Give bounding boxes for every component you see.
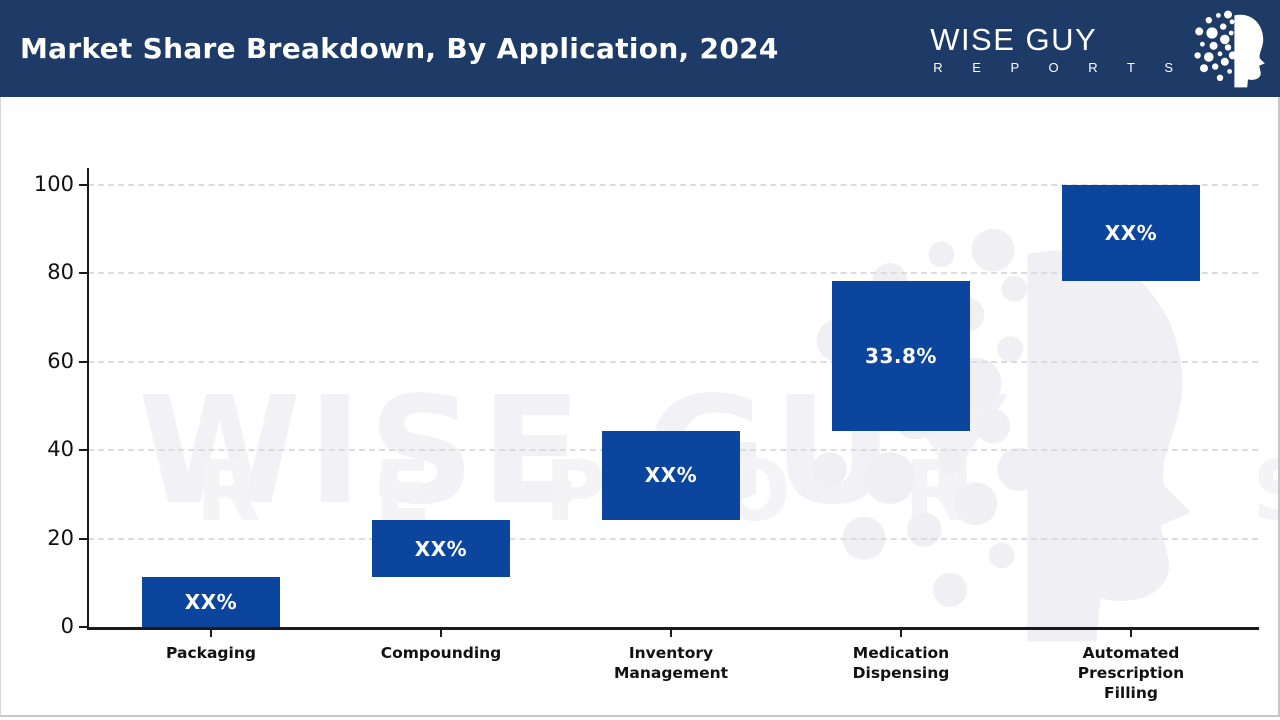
bar-value-label: XX% xyxy=(414,536,468,561)
bar-value-label: 33.8% xyxy=(865,344,937,369)
brand-name: WISE GUY xyxy=(930,21,1098,57)
header-banner: Market Share Breakdown, By Application, … xyxy=(0,0,1280,97)
y-tick-label: 60 xyxy=(47,348,74,373)
y-axis-tick xyxy=(79,184,87,186)
y-axis-line xyxy=(87,168,89,629)
y-tick-label: 0 xyxy=(60,614,74,638)
bar-value-label: XX% xyxy=(644,463,698,488)
y-axis-tick xyxy=(79,360,87,363)
x-axis-tick xyxy=(440,629,442,637)
bar-segment: XX% xyxy=(602,430,740,521)
gridline xyxy=(88,272,1258,275)
x-axis-tick xyxy=(210,629,212,637)
y-axis-tick xyxy=(79,272,87,275)
y-axis-tick xyxy=(79,626,87,628)
bar-segment: XX% xyxy=(372,520,510,578)
x-axis-line xyxy=(87,627,1259,630)
page-title: Market Share Breakdown, By Application, … xyxy=(20,32,779,65)
bar-segment: XX% xyxy=(142,577,280,627)
bar-segment: 33.8% xyxy=(832,281,970,431)
face-profile-dots-icon xyxy=(1194,10,1265,88)
y-tick-label: 40 xyxy=(47,437,74,462)
category-label: Compounding xyxy=(380,644,502,662)
gridline xyxy=(88,360,1258,363)
y-tick-label: 100 xyxy=(33,172,74,196)
gridline xyxy=(88,184,1258,186)
bar-value-label: XX% xyxy=(1104,221,1158,246)
y-axis-tick xyxy=(79,449,87,452)
y-tick-label: 80 xyxy=(47,260,74,285)
brand-logo-text: WISE GUY R E P O R T S xyxy=(930,21,1186,76)
chart-plot-area: WISE GUY R E P O R T S 020406080100XX%Pa… xyxy=(0,97,1280,720)
brand-logo: WISE GUY R E P O R T S xyxy=(930,6,1268,92)
category-label: Medication Dispensing xyxy=(852,644,950,682)
category-label: Automated Prescription Filling xyxy=(1077,644,1185,702)
bar-segment: XX% xyxy=(1062,185,1200,282)
category-label: Inventory Management xyxy=(613,644,729,682)
bar-value-label: XX% xyxy=(184,590,238,615)
face-profile-dots-watermark xyxy=(812,228,1191,642)
brand-subname: R E P O R T S xyxy=(933,59,1186,75)
x-axis-tick xyxy=(1130,629,1132,637)
y-tick-label: 20 xyxy=(47,525,74,550)
x-axis-tick xyxy=(670,629,672,637)
gridline xyxy=(88,537,1258,540)
category-label: Packaging xyxy=(166,644,256,662)
x-axis-tick xyxy=(900,629,902,637)
y-axis-tick xyxy=(79,537,87,540)
